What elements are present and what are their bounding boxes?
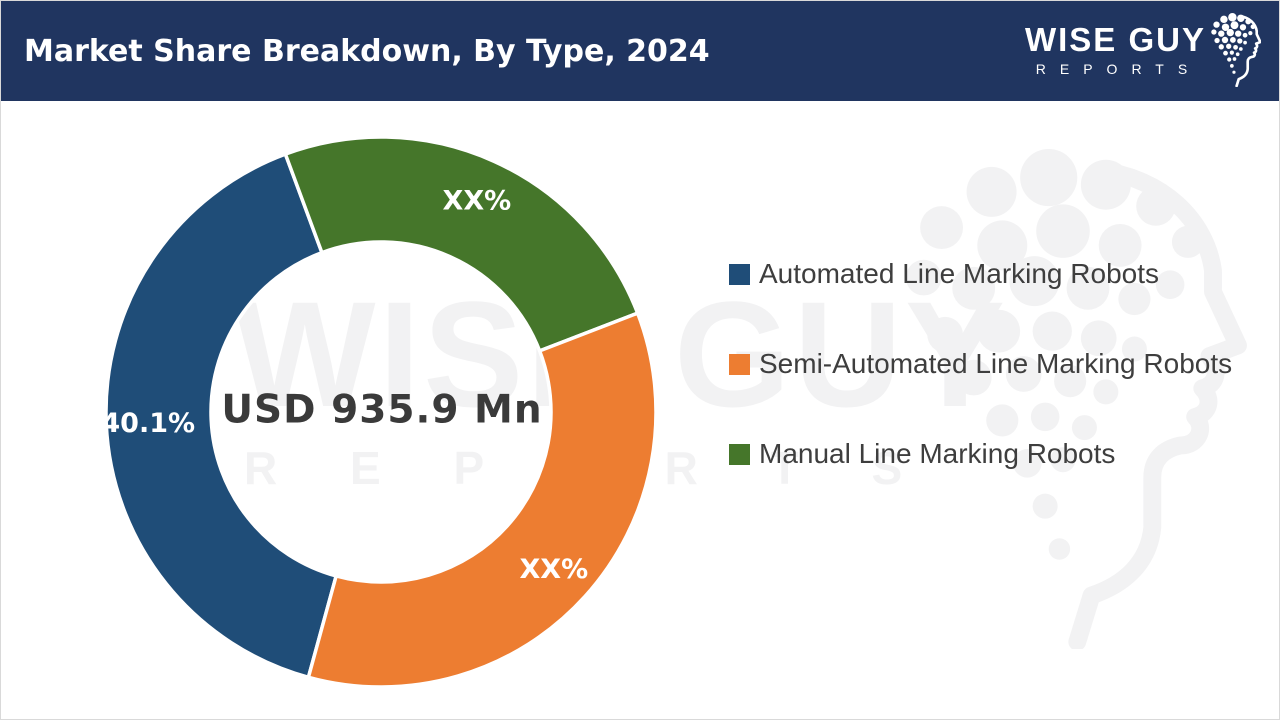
slice-label-2: XX% xyxy=(443,185,512,216)
legend-label: Semi-Automated Line Marking Robots xyxy=(759,348,1233,379)
wise-guy-reports-logo: WISE GUY REPORTS xyxy=(1025,13,1261,87)
legend-swatch xyxy=(729,353,750,375)
legend-item: Manual Line Marking Robots xyxy=(729,440,1232,468)
logo-face-icon xyxy=(1209,13,1261,87)
legend-swatch xyxy=(729,263,750,285)
legend-item: Semi-Automated Line Marking Robots xyxy=(729,350,1232,378)
page-title: Market Share Breakdown, By Type, 2024 xyxy=(24,34,710,69)
donut-center-label: USD 935.9 Mn xyxy=(221,387,543,433)
slice-label-1: 40.1% xyxy=(101,408,195,439)
logo-wordmark: WISE GUY REPORTS xyxy=(1025,22,1206,78)
legend-label: Manual Line Marking Robots xyxy=(759,438,1116,469)
logo-wordmark-line1: WISE GUY xyxy=(1024,21,1206,58)
donut-segment-1 xyxy=(104,152,338,680)
header-bar: Market Share Breakdown, By Type, 2024 WI… xyxy=(1,1,1279,101)
donut-segment-3 xyxy=(306,311,658,689)
legend-swatch xyxy=(729,443,750,465)
legend-item: Automated Line Marking Robots xyxy=(729,260,1232,288)
donut-segment-2 xyxy=(283,135,640,353)
legend: Automated Line Marking Robots Semi-Automa… xyxy=(729,260,1232,468)
logo-wordmark-line2: REPORTS xyxy=(1035,61,1202,77)
legend-label: Automated Line Marking Robots xyxy=(759,258,1159,289)
slice-label-3: XX% xyxy=(519,554,588,585)
